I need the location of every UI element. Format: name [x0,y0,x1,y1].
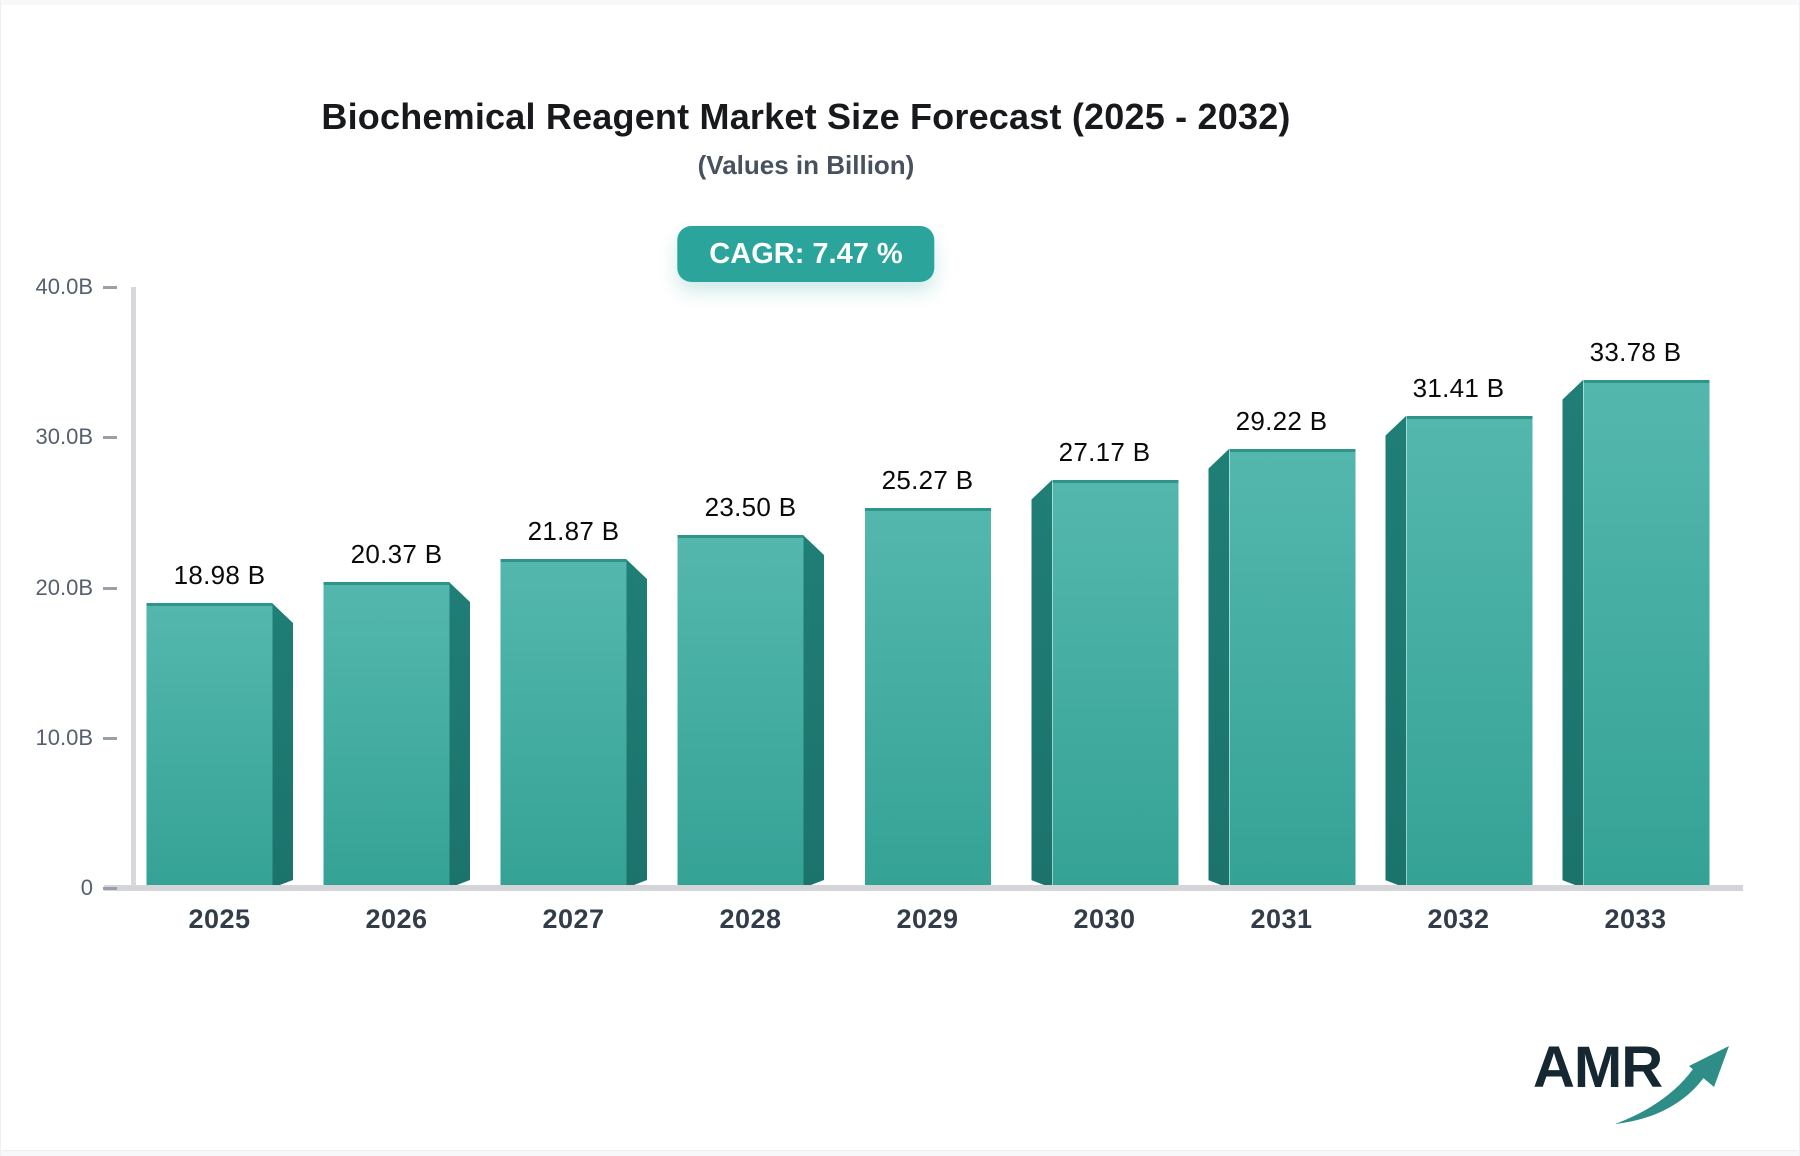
bar-group-2030: 27.17 B 2030 [1016,287,1193,934]
bar-value-label: 20.37 B [350,539,443,569]
x-tick-label: 2032 [1427,904,1490,934]
bar-side-face [626,559,647,888]
bar-side-face [272,603,293,888]
y-tick-label: 0 [80,875,93,900]
bar-value-label: 23.50 B [704,492,797,522]
bar-value-label: 25.27 B [881,465,974,495]
bar-side-face [1208,449,1229,888]
y-tick-mark [103,586,117,590]
trend-arrow-icon [1615,1046,1729,1124]
bar [500,559,647,888]
bar [677,535,824,888]
y-tick-mark [103,436,117,440]
bar-face [1583,380,1709,888]
y-tick-mark [103,736,117,740]
bar-group-2026: 20.37 B 2026 [308,287,485,934]
x-axis-line [104,885,1743,891]
bar-side-face [1562,380,1583,888]
chart-subtitle: (Values in Billion) [697,150,915,180]
bar-face [1052,480,1178,888]
bar-group-2031: 29.22 B 2031 [1193,287,1370,934]
y-tick-mark [103,887,117,890]
bar-face [864,508,991,888]
amr-logo-text: AMR [1533,1035,1663,1100]
bar-face [677,535,803,888]
chart-title: Biochemical Reagent Market Size Forecast… [321,96,1291,137]
y-tick-label: 10.0B [35,724,94,750]
bar-face [500,559,626,888]
y-tick-label: 20.0B [35,574,94,600]
bar-value-label: 31.41 B [1412,373,1505,403]
bar-value-label: 29.22 B [1235,406,1328,436]
bar [146,603,293,888]
y-tick-label: 40.0B [35,274,94,299]
x-tick-label: 2026 [365,904,428,934]
bar-group-2025: 18.98 B 2025 [131,287,308,934]
x-tick-label: 2027 [542,904,605,934]
x-tick-label: 2025 [188,904,251,934]
bar-value-label: 18.98 B [173,560,266,590]
bar-face [323,582,449,888]
x-tick-label: 2031 [1250,904,1313,934]
cagr-badge: CAGR: 7.47 % [677,226,935,282]
bar-group-2032: 31.41 B 2032 [1370,287,1547,934]
bar-group-2028: 23.50 B 2028 [662,287,839,934]
x-tick-label: 2029 [896,904,959,934]
bar-group-2027: 21.87 B 2027 [485,287,662,934]
x-tick-label: 2030 [1073,904,1136,934]
bar [1562,380,1709,888]
bar [1031,480,1178,888]
bar [864,508,991,888]
amr-logo: AMR [1533,1034,1743,1126]
bar-group-2033: 33.78 B 2033 [1547,287,1724,934]
plot-area: 18.98 B 2025 20.37 B 2026 21.87 B 2027 23.50 B… [36,274,1743,934]
bars-container: 18.98 B 2025 20.37 B 2026 21.87 B 2027 23.50 B… [131,287,1724,934]
y-tick-label: 30.0B [35,424,94,450]
x-tick-label: 2028 [719,904,782,934]
y-axis-line [131,287,136,888]
bar-value-label: 27.17 B [1058,437,1151,467]
bar-side-face [449,582,470,888]
bar-face [1406,416,1532,888]
bar [1208,449,1355,888]
y-tick-mark [103,286,117,289]
bar-side-face [1031,480,1052,888]
card-bottom-edge [1,1150,1799,1156]
bar-face [146,603,272,888]
bar-side-face [803,535,824,888]
bar-value-label: 33.78 B [1589,337,1682,367]
card-top-edge [1,0,1799,5]
bar [1385,416,1532,888]
bar-group-2029: 25.27 B 2029 [839,287,1016,934]
bar-value-label: 21.87 B [527,516,620,546]
bar [323,582,470,888]
bar-face [1229,449,1355,888]
x-tick-label: 2033 [1604,904,1667,934]
bar-side-face [1385,416,1406,888]
